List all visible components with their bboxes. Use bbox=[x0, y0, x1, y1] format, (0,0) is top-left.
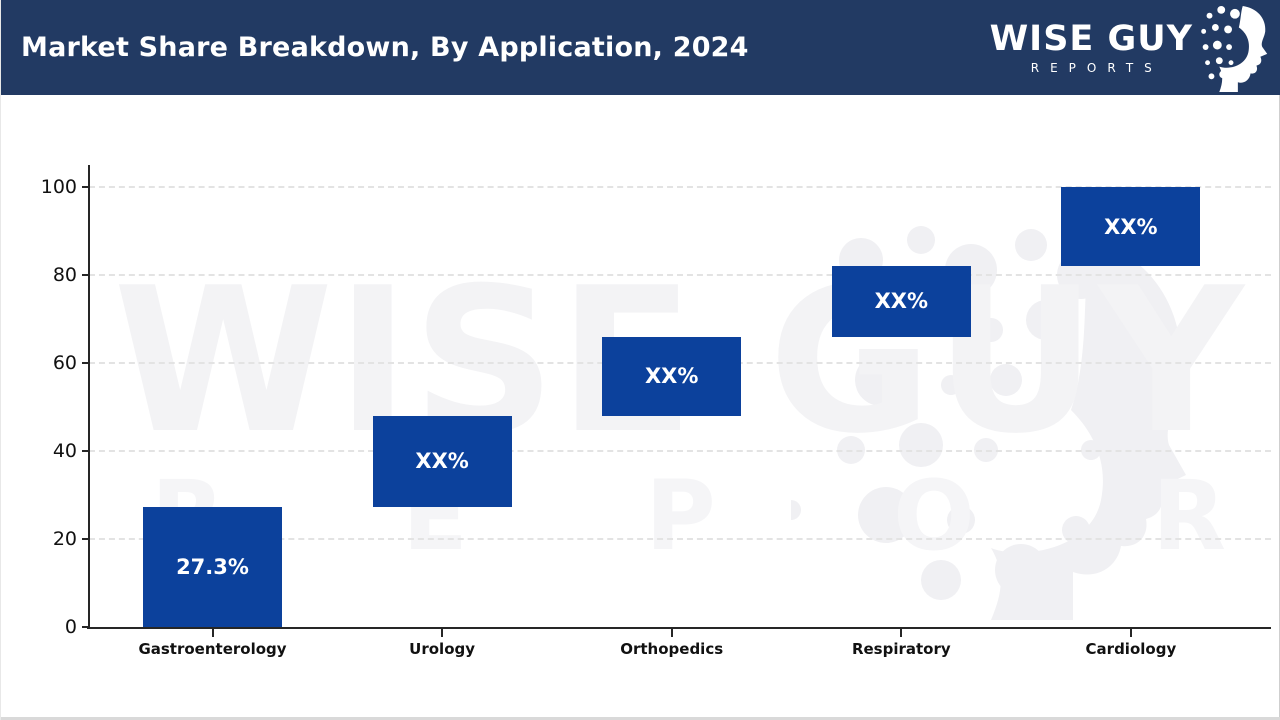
brand-name: WISE GUY bbox=[989, 18, 1193, 59]
y-tick-0 bbox=[82, 626, 89, 628]
bottom-edge-line bbox=[1, 717, 1280, 720]
bar-value-label: XX% bbox=[644, 364, 699, 389]
bar-cardiology: XX% bbox=[1061, 187, 1201, 267]
y-tick-label-40: 40 bbox=[52, 440, 77, 462]
bar-respiratory: XX% bbox=[831, 266, 971, 337]
y-tick-label-60: 60 bbox=[52, 352, 77, 374]
y-tick-label-100: 100 bbox=[40, 176, 77, 198]
x-tick-urology bbox=[441, 629, 444, 637]
y-axis bbox=[88, 165, 90, 629]
gridline-80 bbox=[89, 274, 1271, 276]
watermark-reports: R E P O R T S bbox=[151, 460, 1280, 572]
brand-logo: WISE GUY REPORTS bbox=[990, 0, 1269, 95]
page-title: Market Share Breakdown, By Application, … bbox=[21, 32, 749, 63]
gridline-40 bbox=[89, 450, 1271, 452]
bar-value-label: XX% bbox=[415, 449, 469, 474]
gridline-100 bbox=[89, 186, 1271, 188]
x-category-label-gastroenterology: Gastroenterology bbox=[138, 640, 287, 658]
bar-orthopedics: XX% bbox=[602, 336, 742, 416]
x-category-label-orthopedics: Orthopedics bbox=[620, 640, 724, 658]
y-tick-60 bbox=[82, 362, 89, 364]
bar-value-label: XX% bbox=[1104, 214, 1158, 239]
x-tick-cardiology bbox=[1129, 629, 1132, 637]
bar-value-label: XX% bbox=[874, 289, 929, 314]
y-tick-40 bbox=[82, 450, 89, 452]
y-tick-label-80: 80 bbox=[52, 264, 77, 286]
x-axis bbox=[87, 627, 1271, 629]
x-category-label-urology: Urology bbox=[409, 640, 476, 658]
y-tick-label-0: 0 bbox=[64, 616, 77, 638]
bar-gastroenterology: 27.3% bbox=[143, 506, 282, 627]
bar-value-label: 27.3% bbox=[176, 554, 249, 579]
x-tick-orthopedics bbox=[670, 629, 673, 637]
title-bar: Market Share Breakdown, By Application, … bbox=[1, 0, 1280, 95]
brand-head-icon bbox=[1201, 5, 1268, 92]
y-tick-80 bbox=[82, 274, 89, 276]
brand-wordmark: WISE GUY REPORTS bbox=[989, 18, 1193, 75]
y-tick-100 bbox=[82, 186, 89, 188]
x-category-label-respiratory: Respiratory bbox=[851, 640, 951, 658]
x-tick-respiratory bbox=[900, 629, 903, 637]
bar-urology: XX% bbox=[372, 415, 512, 507]
x-category-label-cardiology: Cardiology bbox=[1085, 640, 1177, 658]
brand-subtitle: REPORTS bbox=[1030, 60, 1163, 75]
gridline-20 bbox=[89, 538, 1271, 540]
y-tick-label-20: 20 bbox=[52, 528, 77, 550]
y-tick-20 bbox=[82, 538, 89, 540]
x-tick-gastroenterology bbox=[211, 629, 214, 637]
